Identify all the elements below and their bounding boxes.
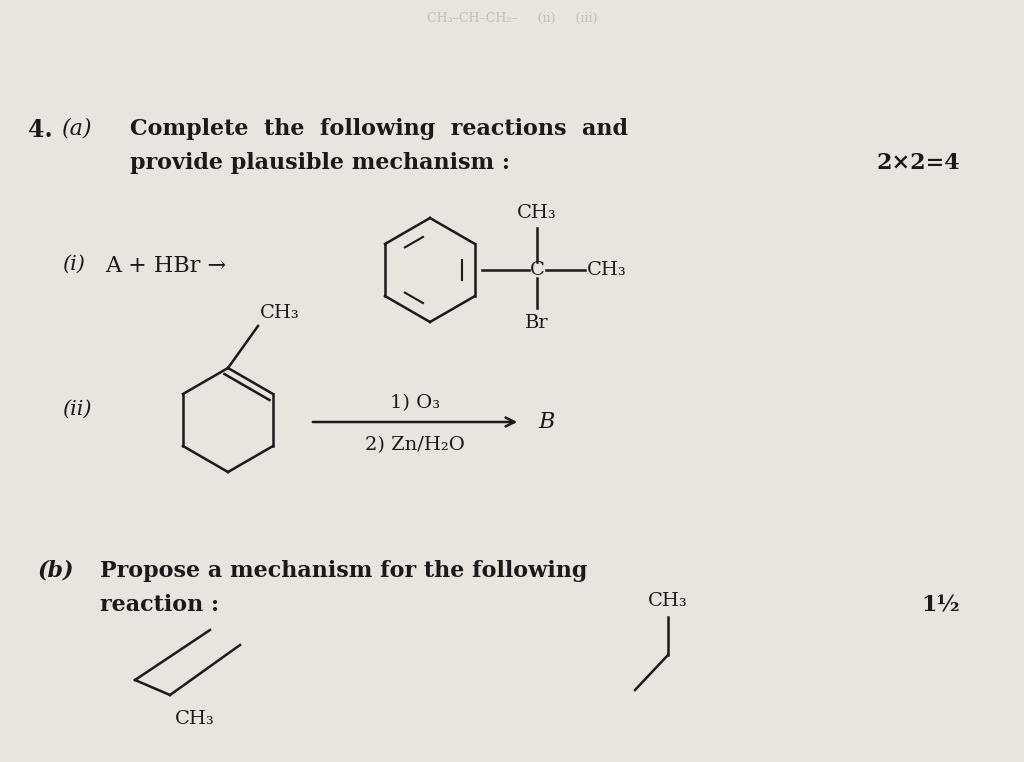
Text: Propose a mechanism for the following: Propose a mechanism for the following <box>100 560 588 582</box>
Text: (i): (i) <box>62 255 85 274</box>
Text: CH₃: CH₃ <box>587 261 627 279</box>
Text: CH₃: CH₃ <box>260 304 300 322</box>
Text: B: B <box>538 411 554 433</box>
Text: CH₃–CH–CH₂–     (ii)     (iii): CH₃–CH–CH₂– (ii) (iii) <box>427 12 597 25</box>
Text: A + HBr →: A + HBr → <box>105 255 226 277</box>
Text: C: C <box>529 261 545 279</box>
Text: 2) Zn/H₂O: 2) Zn/H₂O <box>366 436 465 454</box>
Text: reaction :: reaction : <box>100 594 219 616</box>
Text: CH₃: CH₃ <box>517 204 557 222</box>
Text: 2×2=4: 2×2=4 <box>877 152 961 174</box>
Text: 4.: 4. <box>28 118 52 142</box>
Text: CH₃: CH₃ <box>175 710 215 728</box>
Text: Complete  the  following  reactions  and: Complete the following reactions and <box>130 118 628 140</box>
Text: provide plausible mechanism :: provide plausible mechanism : <box>130 152 510 174</box>
Text: 1½: 1½ <box>922 594 961 616</box>
Text: (ii): (ii) <box>62 400 91 419</box>
Text: (a): (a) <box>62 118 92 140</box>
Text: 1) O₃: 1) O₃ <box>390 394 440 412</box>
Text: CH₃: CH₃ <box>648 592 688 610</box>
Text: (b): (b) <box>38 560 75 582</box>
Text: Br: Br <box>525 314 549 332</box>
